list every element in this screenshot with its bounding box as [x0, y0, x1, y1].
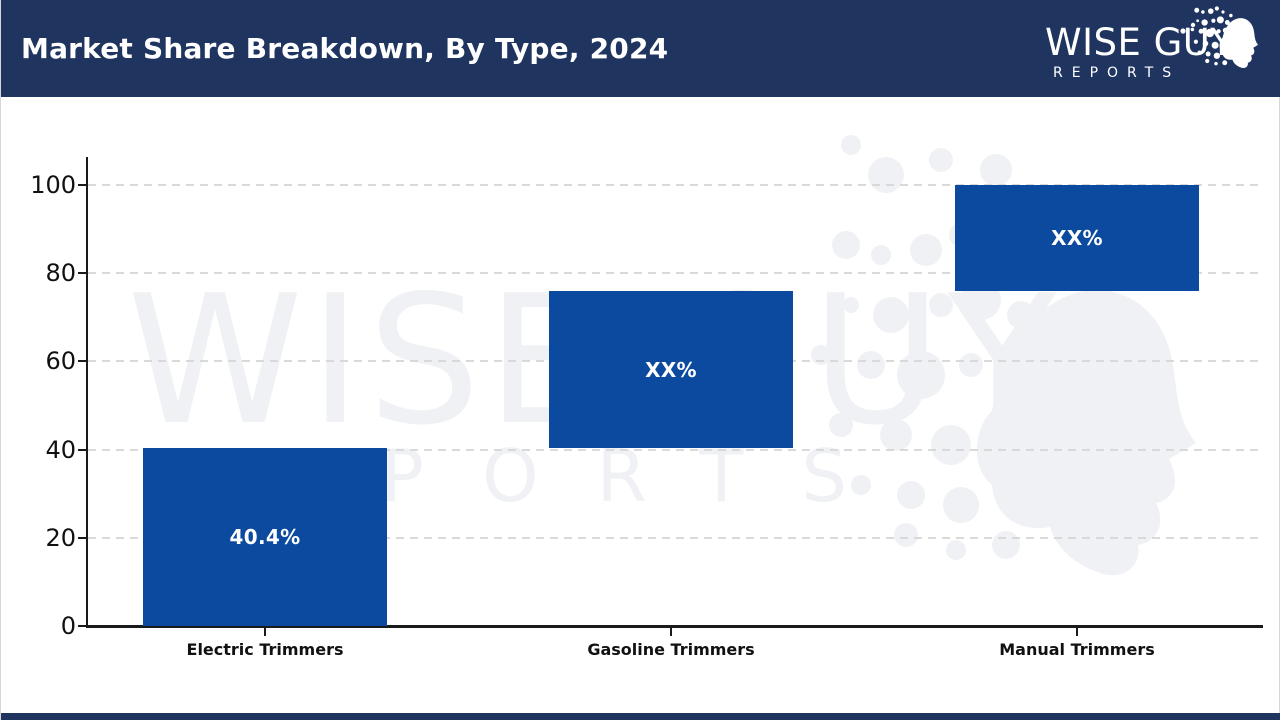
y-tick-label: 60: [45, 347, 76, 376]
bar-value-label: XX%: [1051, 226, 1103, 251]
y-tick-label: 0: [60, 612, 76, 640]
x-axis-spine: [86, 625, 1263, 628]
y-tick-label: 100: [30, 171, 76, 199]
x-category-label: Gasoline Trimmers: [587, 640, 755, 659]
bar-value-label: XX%: [645, 357, 697, 382]
gridline: [88, 272, 1263, 275]
gridline: [88, 184, 1263, 186]
gridline: [88, 536, 1263, 539]
footer-bar: [1, 713, 1280, 720]
bar: XX%: [955, 185, 1199, 292]
y-axis-tick: [78, 448, 87, 451]
x-axis-tick: [1076, 627, 1078, 636]
brand-logo: WISE GUY REPORTS: [1005, 5, 1267, 91]
y-axis-tick: [78, 184, 87, 186]
page-title: Market Share Breakdown, By Type, 2024: [21, 32, 669, 65]
y-tick-label: 80: [45, 259, 76, 288]
y-tick-label: 20: [45, 523, 76, 552]
header-banner: Market Share Breakdown, By Type, 2024 WI…: [1, 0, 1280, 97]
y-axis-tick: [78, 536, 87, 539]
x-axis-tick: [264, 627, 266, 636]
bar: XX%: [549, 291, 793, 448]
bar-value-label: 40.4%: [229, 524, 301, 549]
y-axis-tick: [78, 625, 87, 627]
y-axis-tick: [78, 360, 87, 363]
y-axis-spine: [86, 157, 88, 628]
x-category-label: Manual Trimmers: [999, 640, 1155, 659]
x-category-label: Electric Trimmers: [186, 640, 344, 659]
logo-sub: REPORTS: [1053, 65, 1180, 81]
y-axis-tick: [78, 272, 87, 275]
gridline: [88, 448, 1263, 451]
logo-face-icon: [1190, 5, 1258, 68]
x-axis-tick: [670, 627, 672, 636]
logo-wordmark: WISE GUY: [1045, 21, 1233, 64]
logo-graphic: WISE GUY REPORTS: [1045, 5, 1258, 81]
y-tick-label: 40: [45, 435, 76, 464]
bar: 40.4%: [143, 447, 387, 626]
